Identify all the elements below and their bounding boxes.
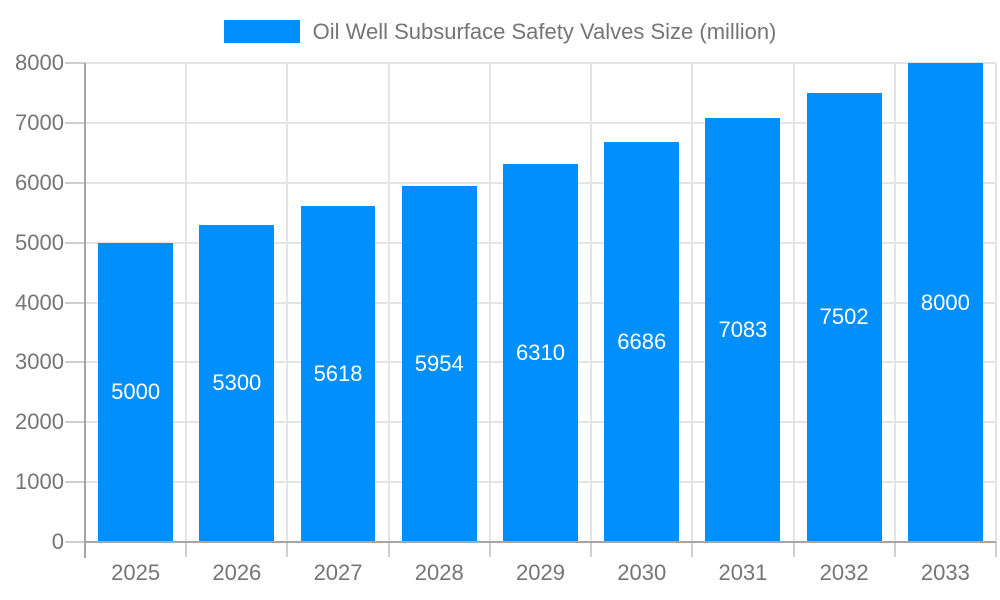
bar[interactable] — [604, 141, 680, 542]
y-tick — [65, 181, 85, 184]
x-tick-label: 2028 — [414, 560, 464, 585]
x-tick-label: 2027 — [313, 560, 363, 585]
bar-value-label: 6310 — [516, 340, 565, 366]
y-tick — [65, 241, 85, 244]
bar-value-label: 6686 — [617, 328, 667, 354]
chart-legend[interactable]: Oil Well Subsurface Safety Valves Size (… — [0, 20, 1000, 43]
x-tick-label: 2025 — [111, 560, 161, 585]
y-tick-label: 7000 — [15, 109, 64, 135]
bar-value-label: 5300 — [212, 370, 262, 396]
x-gridline — [185, 63, 188, 542]
bar[interactable] — [806, 92, 882, 542]
y-tick — [65, 361, 85, 364]
x-gridline — [691, 63, 694, 542]
bar-value-label: 5000 — [111, 379, 161, 405]
y-gridline — [85, 121, 996, 124]
bar-value-label: 7502 — [819, 304, 869, 330]
x-axis-line — [84, 541, 996, 543]
y-axis-line — [84, 63, 86, 558]
y-tick — [65, 541, 85, 543]
x-tick-label: 2029 — [516, 560, 565, 585]
bar[interactable] — [300, 205, 376, 542]
legend-label: Oil Well Subsurface Safety Valves Size (… — [312, 19, 777, 44]
bar-value-label: 7083 — [718, 316, 768, 342]
legend-swatch — [223, 20, 300, 43]
y-tick-label: 1000 — [15, 469, 64, 495]
y-tick — [65, 301, 85, 304]
x-tick — [893, 542, 896, 557]
y-tick-label: 3000 — [15, 349, 64, 375]
x-tick — [590, 542, 593, 557]
bar-value-label: 8000 — [920, 289, 970, 315]
bar[interactable] — [907, 63, 983, 542]
x-tick-label: 2031 — [718, 560, 768, 585]
x-gridline — [995, 63, 997, 542]
bar[interactable] — [401, 185, 477, 542]
x-tick-label: 2026 — [212, 560, 262, 585]
y-tick — [65, 62, 85, 64]
y-tick-label: 8000 — [15, 50, 64, 75]
y-tick — [65, 481, 85, 484]
y-tick — [65, 121, 85, 124]
y-tick-label: 2000 — [15, 409, 64, 435]
y-gridline — [85, 62, 996, 64]
x-tick — [691, 542, 694, 557]
y-tick — [65, 421, 85, 424]
x-gridline — [387, 63, 390, 542]
bar[interactable] — [199, 224, 275, 542]
bar[interactable] — [98, 242, 174, 542]
x-tick-label: 2030 — [617, 560, 667, 585]
x-tick — [185, 542, 188, 557]
x-tick-label: 2032 — [819, 560, 869, 585]
y-tick-label: 0 — [51, 529, 64, 554]
bar[interactable] — [503, 164, 578, 542]
x-gridline — [488, 63, 491, 542]
x-gridline — [590, 63, 593, 542]
x-tick-label: 2033 — [920, 560, 970, 585]
bar[interactable] — [705, 117, 781, 542]
x-tick — [488, 542, 491, 557]
x-tick — [387, 542, 390, 557]
y-tick-label: 4000 — [15, 289, 64, 315]
x-gridline — [893, 63, 896, 542]
x-tick — [286, 542, 289, 557]
x-tick — [995, 542, 997, 557]
x-gridline — [286, 63, 289, 542]
y-tick-label: 6000 — [15, 169, 64, 195]
bar-value-label: 5618 — [313, 360, 363, 386]
y-tick-label: 5000 — [15, 229, 64, 255]
x-gridline — [792, 63, 795, 542]
bar-value-label: 5954 — [414, 350, 464, 376]
x-tick — [792, 542, 795, 557]
